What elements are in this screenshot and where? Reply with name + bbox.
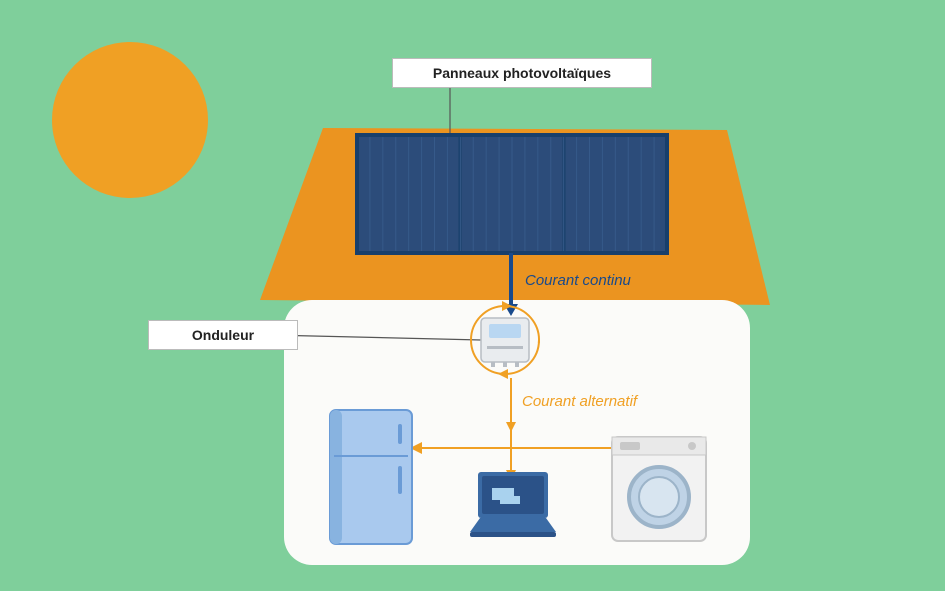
- label-inverter: Onduleur: [148, 320, 298, 350]
- label-inverter-text: Onduleur: [192, 327, 254, 343]
- flow-label-ac-text: Courant alternatif: [522, 393, 637, 410]
- flow-label-dc-text: Courant continu: [525, 272, 631, 289]
- flow-label-dc: Courant continu: [525, 272, 631, 289]
- label-solar-panels: Panneaux photovoltaïques: [392, 58, 652, 88]
- label-solar-panels-text: Panneaux photovoltaïques: [433, 65, 611, 81]
- diagram-svg: [0, 0, 945, 591]
- flow-label-ac: Courant alternatif: [522, 393, 637, 410]
